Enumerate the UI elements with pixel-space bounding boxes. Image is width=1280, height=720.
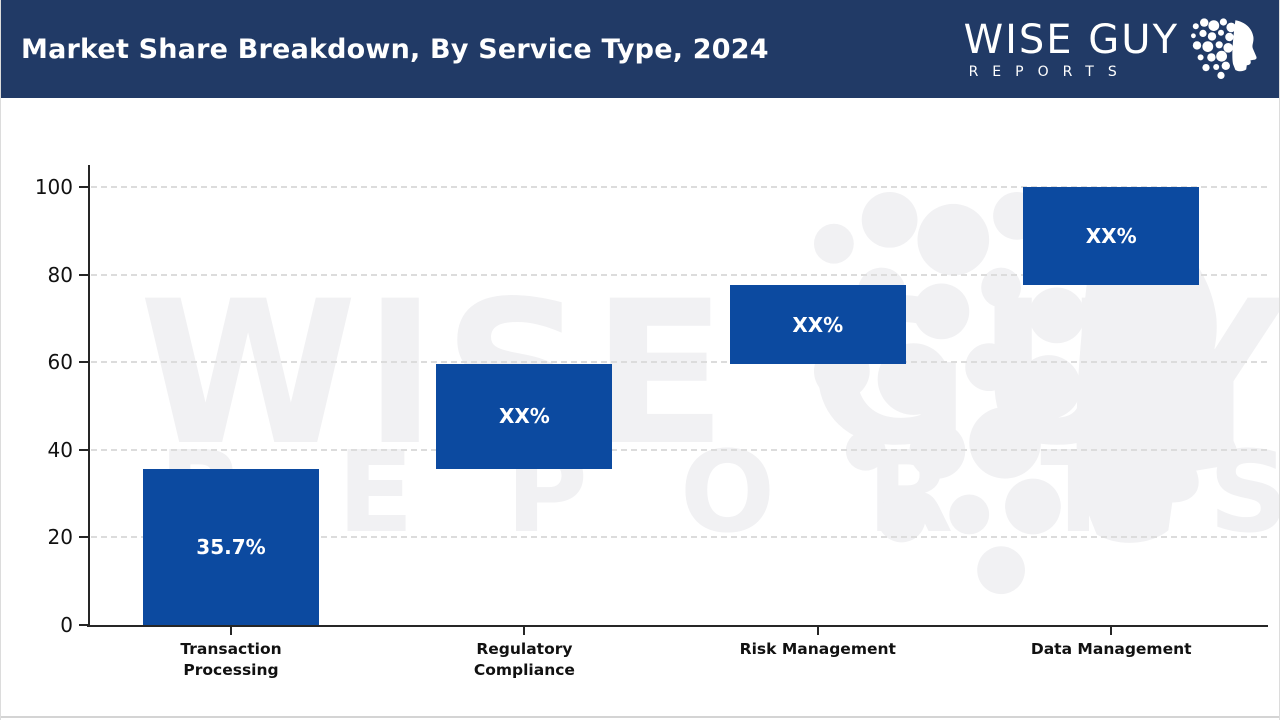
- brand-name: WISE GUY: [963, 16, 1179, 63]
- bar-risk-management: XX%: [729, 284, 906, 365]
- grid-line: [91, 273, 1267, 276]
- brand-face-dots-icon: [1191, 18, 1257, 79]
- x-tick-mark: [230, 627, 232, 635]
- x-tick-mark: [1110, 627, 1113, 635]
- y-tick-mark: [79, 448, 88, 451]
- x-axis-line: [87, 625, 1268, 627]
- x-tick-label: Data Management: [1030, 640, 1192, 658]
- x-tick-label: Risk Management: [739, 640, 896, 658]
- grid-line: [91, 186, 1267, 188]
- y-tick-mark: [79, 186, 88, 188]
- y-tick-mark: [79, 624, 88, 626]
- y-tick-mark: [79, 361, 88, 364]
- bar-value-label: XX%: [792, 312, 844, 337]
- header: Market Share Breakdown, By Service Type,…: [1, 0, 1279, 98]
- y-tick-mark: [79, 273, 88, 276]
- bar-data-management: XX%: [1023, 187, 1200, 285]
- y-tick-label: 100: [34, 175, 73, 199]
- y-tick-label: 60: [47, 350, 73, 375]
- bar-value-label: XX%: [1085, 223, 1137, 248]
- y-tick-label: 20: [47, 525, 73, 550]
- grid-line: [91, 448, 1267, 451]
- bottom-border-line: [1, 716, 1279, 718]
- y-tick-mark: [79, 536, 88, 539]
- bar-value-label: XX%: [498, 404, 550, 429]
- grid-line: [91, 536, 1267, 539]
- x-tick-label: Regulatory Compliance: [473, 640, 575, 679]
- bar-regulatory-compliance: XX%: [436, 364, 613, 469]
- brand-logo: WISE GUY REPORTS: [964, 6, 1263, 92]
- y-tick-label: 80: [47, 262, 73, 287]
- y-tick-label: 40: [47, 437, 73, 462]
- bar-value-label: 35.7%: [196, 534, 266, 559]
- x-tick-mark: [816, 627, 819, 635]
- x-tick-label: Transaction Processing: [180, 640, 282, 679]
- y-axis-line: [88, 165, 90, 626]
- bar-transaction-processing: 35.7%: [143, 468, 319, 625]
- brand-subname: REPORTS: [968, 63, 1131, 80]
- x-tick-mark: [523, 627, 526, 635]
- brand-logo-text: WISE GUY REPORTS: [964, 20, 1179, 79]
- grid-line: [91, 361, 1267, 364]
- y-tick-label: 0: [60, 613, 73, 637]
- page-title: Market Share Breakdown, By Service Type,…: [21, 33, 769, 65]
